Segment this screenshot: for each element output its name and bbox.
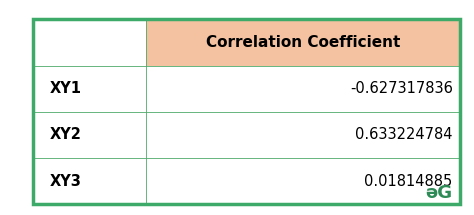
- Text: XY3: XY3: [50, 174, 82, 189]
- Text: ǝG: ǝG: [426, 184, 453, 202]
- Text: -0.627317836: -0.627317836: [350, 81, 453, 96]
- Bar: [146, 19, 460, 66]
- Text: Correlation Coefficient: Correlation Coefficient: [206, 35, 400, 50]
- Bar: [33, 19, 146, 66]
- Text: XY1: XY1: [50, 81, 82, 96]
- Bar: [33, 19, 460, 204]
- Text: 0.01814885: 0.01814885: [365, 174, 453, 189]
- Text: 0.633224784: 0.633224784: [355, 127, 453, 142]
- Text: XY2: XY2: [50, 127, 82, 142]
